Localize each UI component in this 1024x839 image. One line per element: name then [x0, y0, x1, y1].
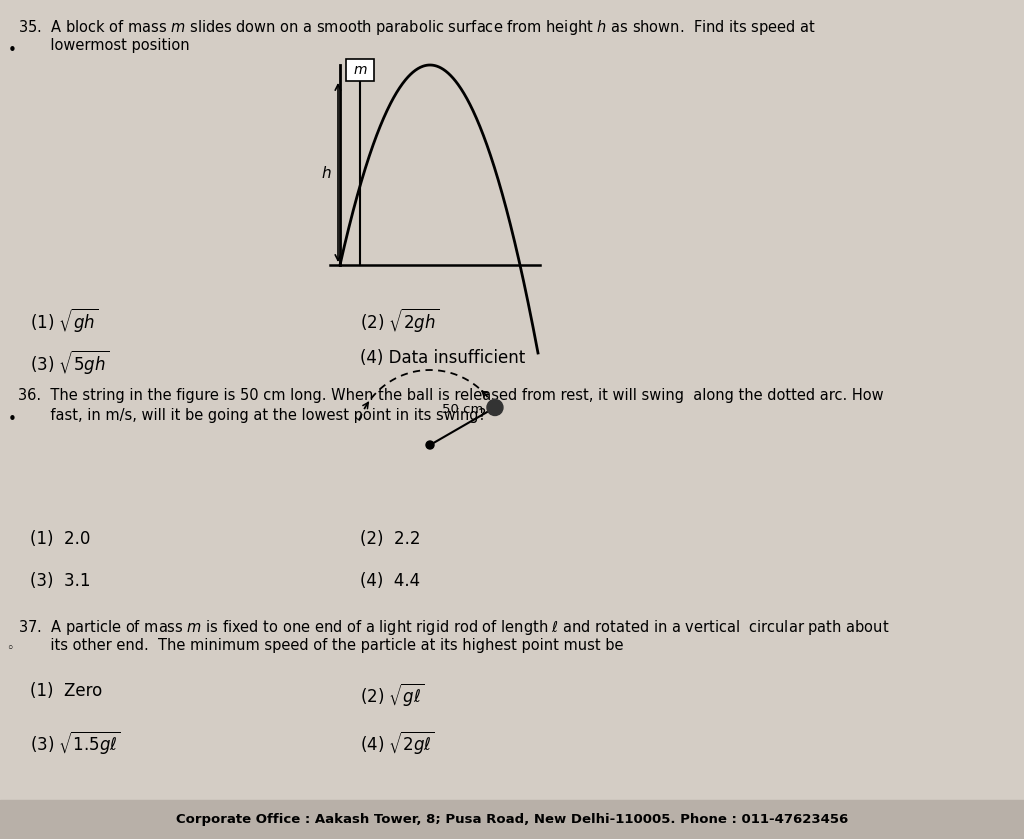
Text: (3) $\sqrt{5gh}$: (3) $\sqrt{5gh}$: [30, 349, 110, 377]
Text: (1) $\sqrt{gh}$: (1) $\sqrt{gh}$: [30, 307, 98, 335]
Text: fast, in m/s, will it be going at the lowest point in its swing?: fast, in m/s, will it be going at the lo…: [18, 408, 486, 423]
Circle shape: [487, 399, 503, 415]
Text: 50 cm: 50 cm: [441, 404, 483, 416]
Bar: [0, 800, 1024, 839]
Text: (4) $\sqrt{2g\ell}$: (4) $\sqrt{2g\ell}$: [360, 730, 435, 757]
Text: (4) Data insufficient: (4) Data insufficient: [360, 349, 525, 367]
Text: (3) $\sqrt{1.5g\ell}$: (3) $\sqrt{1.5g\ell}$: [30, 730, 121, 757]
Text: (2) $\sqrt{g\ell}$: (2) $\sqrt{g\ell}$: [360, 682, 424, 709]
Text: (3)  3.1: (3) 3.1: [30, 572, 90, 590]
Text: ◦: ◦: [6, 642, 13, 655]
Text: 37.  A particle of mass $m$ is fixed to one end of a light rigid rod of length $: 37. A particle of mass $m$ is fixed to o…: [18, 618, 890, 637]
Text: (2)  2.2: (2) 2.2: [360, 530, 421, 548]
Text: $m$: $m$: [352, 63, 368, 77]
Text: its other end.  The minimum speed of the particle at its highest point must be: its other end. The minimum speed of the …: [18, 638, 624, 653]
Text: 35.  A block of mass $m$ slides down on a smooth parabolic surface from height $: 35. A block of mass $m$ slides down on a…: [18, 18, 816, 37]
Text: (1)  Zero: (1) Zero: [30, 682, 102, 700]
Text: Corporate Office : Aakash Tower, 8; Pusa Road, New Delhi-110005. Phone : 011-476: Corporate Office : Aakash Tower, 8; Pusa…: [176, 813, 848, 826]
Text: (4)  4.4: (4) 4.4: [360, 572, 420, 590]
Text: •: •: [8, 43, 16, 58]
Text: (2) $\sqrt{2gh}$: (2) $\sqrt{2gh}$: [360, 307, 439, 335]
Text: (1)  2.0: (1) 2.0: [30, 530, 90, 548]
Text: 36.  The string in the figure is 50 cm long. When the ball is released from rest: 36. The string in the figure is 50 cm lo…: [18, 388, 884, 403]
FancyBboxPatch shape: [346, 59, 374, 81]
Text: $h$: $h$: [322, 164, 332, 180]
Text: •: •: [8, 412, 16, 427]
Circle shape: [426, 441, 434, 449]
Text: lowermost position: lowermost position: [18, 38, 189, 53]
